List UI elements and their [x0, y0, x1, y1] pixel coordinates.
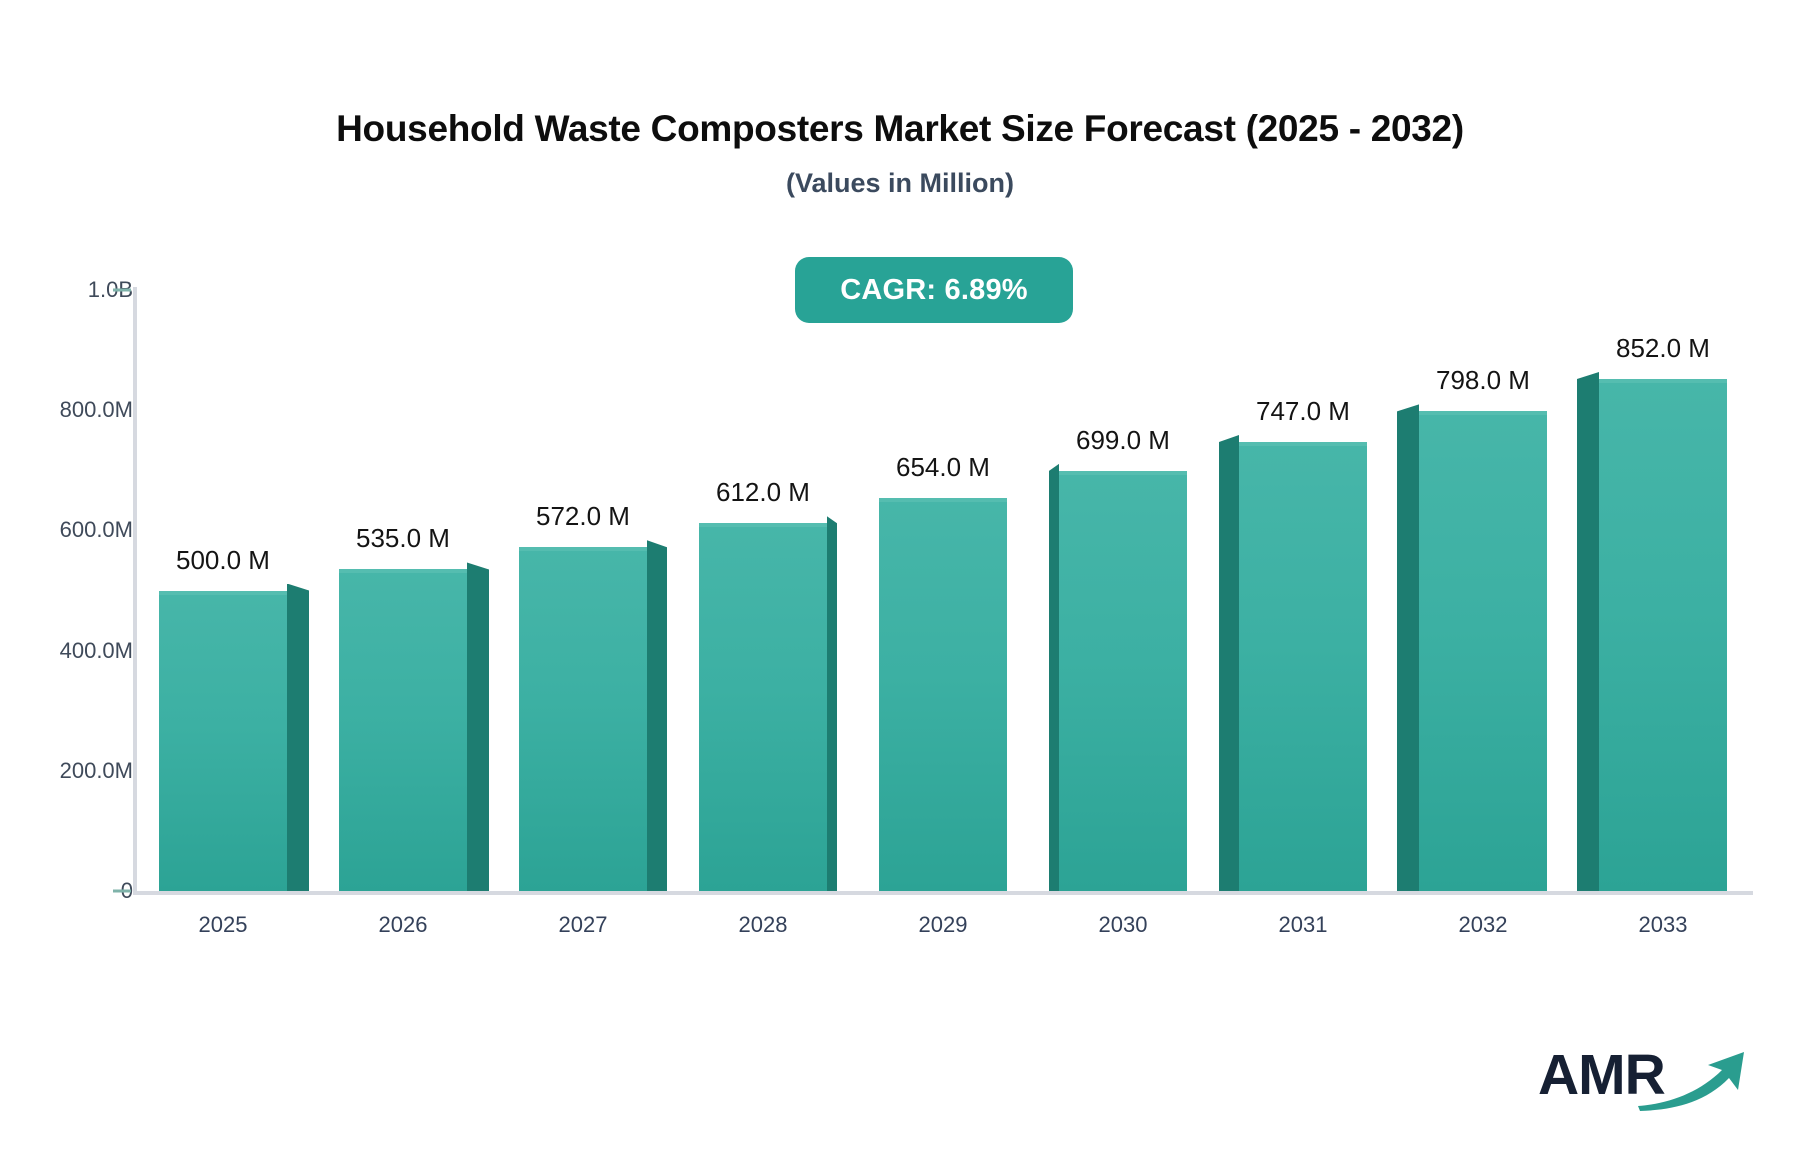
x-axis-tick-label: 2029 — [918, 912, 968, 937]
y-axis-line — [133, 287, 137, 894]
bar-value-label: 798.0 M — [1436, 365, 1530, 396]
bar-top-face — [1599, 378, 1727, 383]
x-axis-tick-label: 2026 — [378, 912, 428, 937]
bar-value-label: 654.0 M — [896, 451, 990, 482]
bar-front-face — [879, 497, 1007, 891]
bar-front-face — [1599, 378, 1727, 891]
bar-top-face — [1239, 442, 1367, 447]
bar-top-face — [1419, 411, 1547, 416]
bar-column-2031[interactable] — [1219, 435, 1367, 891]
bar-side-face — [1577, 371, 1599, 891]
bar-column-2027[interactable] — [519, 540, 667, 891]
bar-side-face — [1397, 404, 1419, 891]
bar-side-face — [467, 562, 489, 891]
bar-value-label: 852.0 M — [1616, 332, 1710, 363]
bar-value-label: 612.0 M — [716, 477, 810, 508]
y-axis-tick-label: 600.0M — [59, 517, 133, 543]
x-axis-tick-label: 2025 — [198, 912, 248, 937]
bar-column-2030[interactable] — [1049, 463, 1187, 891]
bar-column-2028[interactable] — [699, 516, 837, 891]
bar-top-face — [519, 547, 647, 552]
y-axis-tick-label: 800.0M — [59, 397, 133, 423]
bar-column-2025[interactable] — [159, 583, 309, 891]
bar-top-face — [159, 590, 287, 595]
page-title: Household Waste Composters Market Size F… — [336, 108, 1464, 149]
amr-logo-text: AMR — [1538, 1043, 1666, 1107]
x-axis-tick-label: 2031 — [1278, 912, 1328, 937]
bar-front-face — [1419, 411, 1547, 891]
bar-front-face — [159, 590, 287, 891]
bar-front-face — [519, 547, 647, 891]
x-axis-tick-label: 2027 — [558, 912, 608, 937]
bar-value-label: 747.0 M — [1256, 396, 1350, 427]
y-axis-tick-mark — [113, 889, 131, 893]
cagr-badge-label: CAGR: 6.89% — [840, 273, 1028, 306]
bar-side-face — [647, 540, 667, 891]
bar-top-face — [879, 497, 1007, 502]
x-axis-tick-label: 2028 — [738, 912, 788, 937]
x-axis-tick-label: 2033 — [1638, 912, 1688, 937]
bar-value-label: 535.0 M — [356, 523, 450, 554]
page-subtitle: (Values in Million) — [785, 168, 1015, 198]
y-axis-tick-label: 400.0M — [59, 637, 133, 663]
cagr-badge: CAGR: 6.89% — [795, 257, 1073, 323]
x-axis-tick-label: 2030 — [1098, 912, 1148, 937]
bar-side-face — [1049, 463, 1059, 891]
bar-front-face — [699, 523, 827, 891]
trending-up-arrow-icon — [1638, 1052, 1744, 1111]
y-axis-tick-label: 200.0M — [59, 757, 133, 783]
bar-front-face — [339, 569, 467, 891]
bar-side-face — [287, 583, 309, 891]
amr-logo: AMR — [1538, 1032, 1748, 1118]
x-axis-tick-label: 2032 — [1458, 912, 1508, 937]
y-axis-tick-mark — [113, 288, 131, 292]
bar-value-label: 572.0 M — [536, 501, 630, 532]
bar-top-face — [699, 523, 827, 528]
bar-column-2033[interactable] — [1577, 371, 1727, 891]
bar-column-2029[interactable] — [879, 497, 1007, 891]
bar-column-2026[interactable] — [339, 562, 489, 891]
bar-top-face — [339, 569, 467, 574]
bar-value-label: 699.0 M — [1076, 424, 1170, 455]
x-axis-line — [133, 891, 1753, 895]
bar-value-label: 500.0 M — [176, 544, 270, 575]
bar-column-2032[interactable] — [1397, 404, 1547, 891]
bar-side-face — [1219, 435, 1239, 891]
bar-side-face — [827, 516, 837, 891]
bar-front-face — [1059, 470, 1187, 891]
bar-top-face — [1059, 470, 1187, 475]
bar-front-face — [1239, 442, 1367, 891]
